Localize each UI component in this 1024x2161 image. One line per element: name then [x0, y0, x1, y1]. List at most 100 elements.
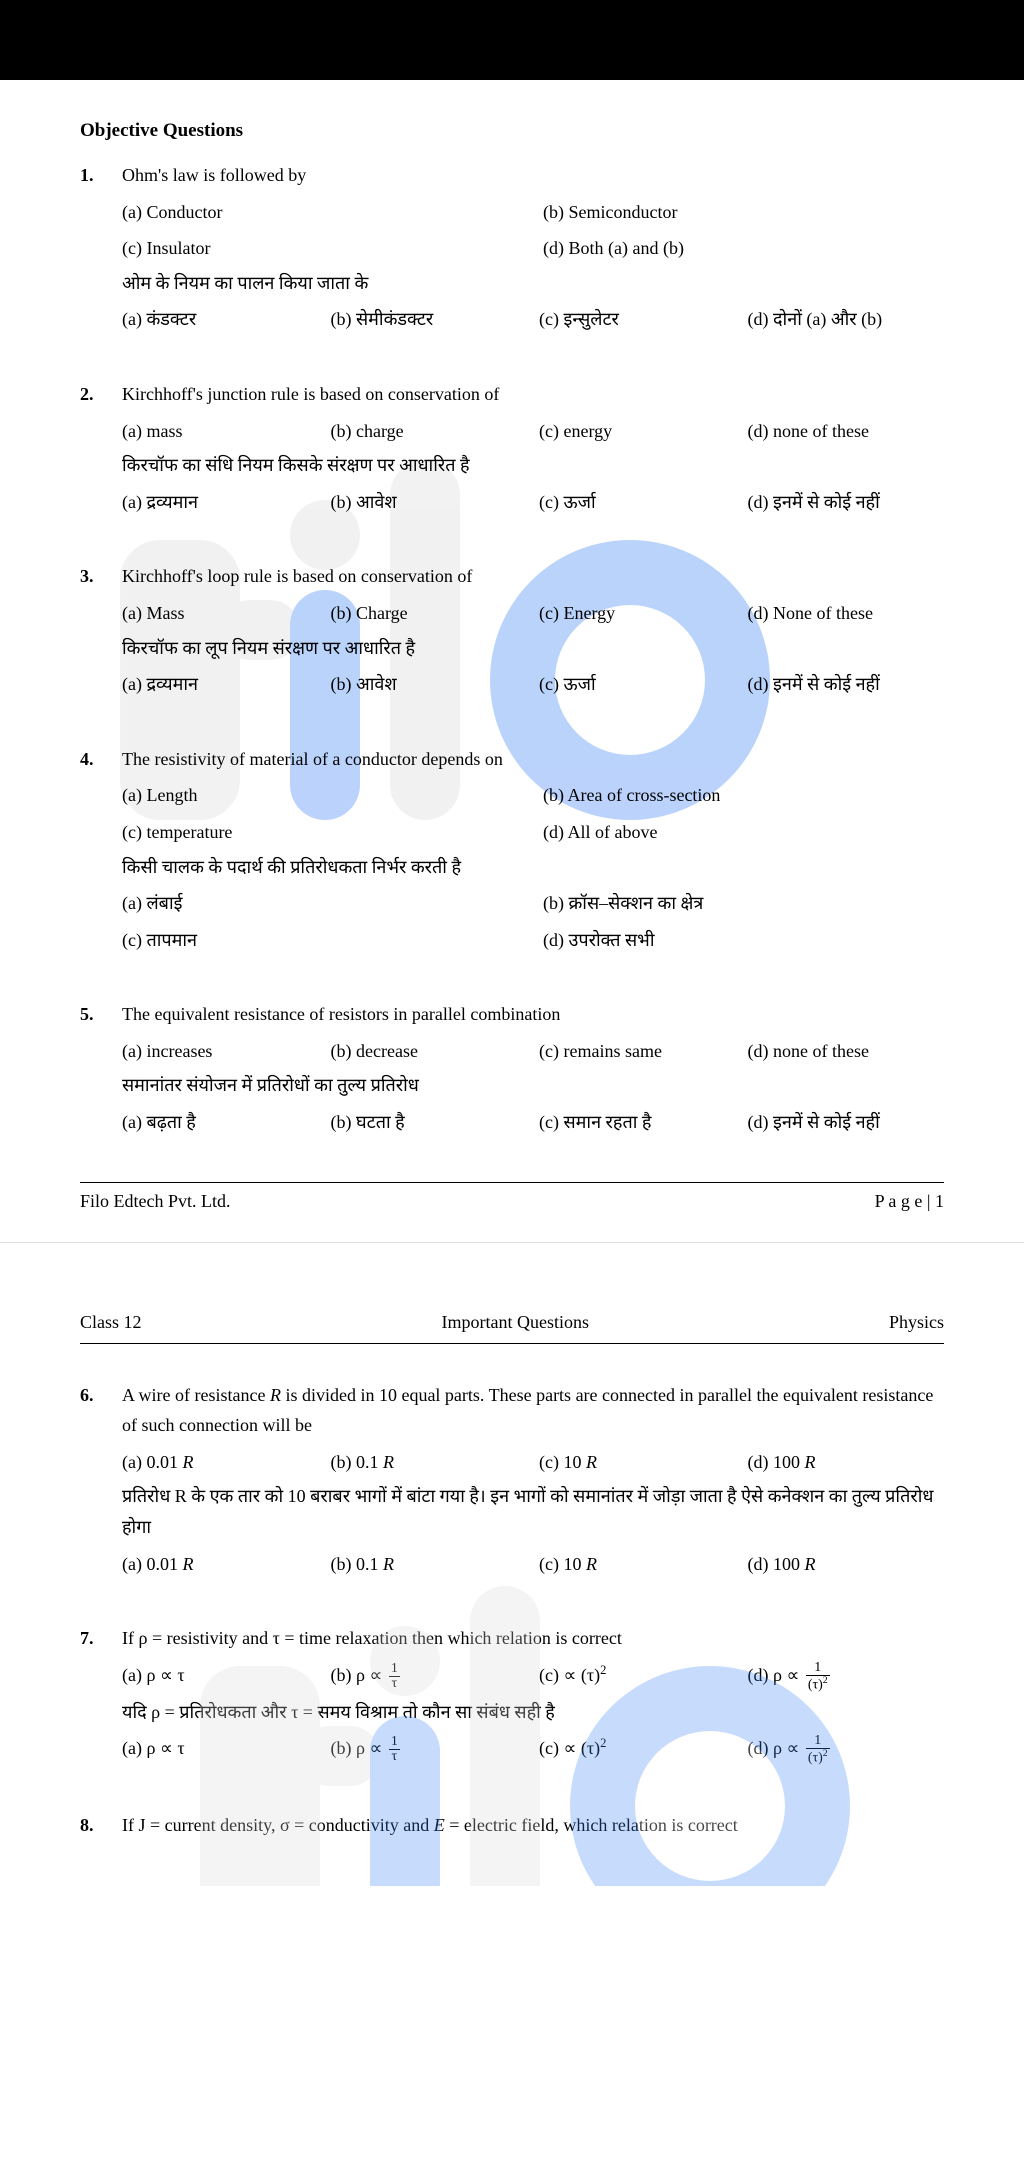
- option: (a) increases: [122, 1036, 319, 1067]
- questions-container: 1.Ohm's law is followed by(a) Conductor(…: [80, 160, 944, 1142]
- header-title: Important Questions: [442, 1312, 589, 1333]
- option: (a) लंबाई: [122, 888, 523, 919]
- option: (b) 0.1 R: [331, 1447, 528, 1478]
- question-text-en: The equivalent resistance of resistors i…: [122, 999, 944, 1030]
- option: (b) ρ ∝ 1τ: [331, 1733, 528, 1766]
- option: (d) 100 R: [748, 1549, 945, 1580]
- question-text-hi: यदि ρ = प्रतिरोधकता और τ = समय विश्राम त…: [122, 1697, 944, 1728]
- question-text-en: The resistivity of material of a conduct…: [122, 744, 944, 775]
- question-text-hi: प्रतिरोध R के एक तार को 10 बराबर भागों म…: [122, 1481, 944, 1542]
- question: 3.Kirchhoff's loop rule is based on cons…: [80, 561, 944, 703]
- options-row: (a) 0.01 R (b) 0.1 R (c) 10 R (d) 100 R: [122, 1549, 944, 1580]
- question-number: 6.: [80, 1380, 122, 1584]
- question-number: 4.: [80, 744, 122, 960]
- option: (d) none of these: [748, 1036, 945, 1067]
- question-text-en: Ohm's law is followed by: [122, 160, 944, 191]
- options-row: (a) Length (b) Area of cross-section (c) t…: [122, 780, 944, 847]
- question: 1.Ohm's law is followed by(a) Conductor(…: [80, 160, 944, 339]
- option: (c) इन्सुलेटर: [539, 304, 736, 335]
- option: (a) द्रव्यमान: [122, 487, 319, 518]
- option: (d) इनमें से कोई नहीं: [748, 669, 945, 700]
- option: (c) ∝ (τ)2: [539, 1733, 736, 1766]
- option: (a) 0.01 R: [122, 1447, 319, 1478]
- top-black-bar: [0, 0, 1024, 80]
- options-row: (a) कंडक्टर (b) सेमीकंडक्टर (c) इन्सुलेटर (…: [122, 304, 944, 335]
- option: (a) mass: [122, 416, 319, 447]
- option: (c) remains same: [539, 1036, 736, 1067]
- options-row: (a) लंबाई(b) क्रॉस–सेक्शन का क्षेत्र(c) …: [122, 888, 944, 955]
- question: 6.A wire of resistance R is divided in 1…: [80, 1380, 944, 1584]
- question-text-hi: किरचॉफ का लूप नियम संरक्षण पर आधारित है: [122, 633, 944, 664]
- options-row: (a) increases (b) decrease (c) remains sam…: [122, 1036, 944, 1067]
- question-number: 5.: [80, 999, 122, 1141]
- question-text-hi: किसी चालक के पदार्थ की प्रतिरोधकता निर्भ…: [122, 852, 944, 883]
- option: (d) None of these: [748, 598, 945, 629]
- option: (a) Conductor: [122, 197, 523, 228]
- option: (b) आवेश: [331, 669, 528, 700]
- option: (a) Mass: [122, 598, 319, 629]
- option: (b) Semiconductor: [543, 197, 944, 228]
- option: (d) इनमें से कोई नहीं: [748, 487, 945, 518]
- option: (b) decrease: [331, 1036, 528, 1067]
- question: 7.If ρ = resistivity and τ = time relaxa…: [80, 1623, 944, 1770]
- option: (d) Both (a) and (b): [543, 233, 944, 264]
- question-text-en: Kirchhoff's loop rule is based on conser…: [122, 561, 944, 592]
- option: (c) 10 R: [539, 1447, 736, 1478]
- option: (c) तापमान: [122, 925, 523, 956]
- option: (c) energy: [539, 416, 736, 447]
- option: (b) charge: [331, 416, 528, 447]
- question-number: 2.: [80, 379, 122, 521]
- option: (a) ρ ∝ τ: [122, 1733, 319, 1766]
- page-footer: Filo Edtech Pvt. Ltd. P a g e | 1: [80, 1182, 944, 1212]
- option: (a) ρ ∝ τ: [122, 1660, 319, 1693]
- question-number: 8.: [80, 1810, 122, 1847]
- option: (b) सेमीकंडक्टर: [331, 304, 528, 335]
- option: (b) ρ ∝ 1τ: [331, 1660, 528, 1693]
- question: 4.The resistivity of material of a condu…: [80, 744, 944, 960]
- question: 8.If J = current density, σ = conductivi…: [80, 1810, 944, 1847]
- option: (d) दोनों (a) और (b): [748, 304, 945, 335]
- options-row: (a) द्रव्यमान (b) आवेश (c) ऊर्जा (d) इनमें …: [122, 487, 944, 518]
- question-text-en: Kirchhoff's junction rule is based on co…: [122, 379, 944, 410]
- option: (c) ऊर्जा: [539, 487, 736, 518]
- option: (b) 0.1 R: [331, 1549, 528, 1580]
- option: (d) ρ ∝ 1(τ)2: [748, 1733, 945, 1766]
- question-text-en: A wire of resistance R is divided in 10 …: [122, 1380, 944, 1441]
- option: (d) इनमें से कोई नहीं: [748, 1107, 945, 1138]
- page2-header: Class 12 Important Questions Physics: [80, 1312, 944, 1344]
- option: (a) Length: [122, 780, 523, 811]
- page-gap: [0, 1242, 1024, 1312]
- option: (a) कंडक्टर: [122, 304, 319, 335]
- option: (b) Area of cross-section: [543, 780, 944, 811]
- page-1: Objective Questions 1.Ohm's law is follo…: [0, 80, 1024, 1916]
- question-number: 7.: [80, 1623, 122, 1770]
- option: (d) ρ ∝ 1(τ)2: [748, 1660, 945, 1693]
- option: (c) temperature: [122, 817, 523, 848]
- options-row: (a) mass (b) charge (c) energy (d) none of …: [122, 416, 944, 447]
- option: (c) Insulator: [122, 233, 523, 264]
- option: (d) उपरोक्त सभी: [543, 925, 944, 956]
- options-row: (a) Mass (b) Charge (c) Energy (d) None of …: [122, 598, 944, 629]
- questions2-container: 6.A wire of resistance R is divided in 1…: [80, 1380, 944, 1847]
- option: (b) Charge: [331, 598, 528, 629]
- question: 5.The equivalent resistance of resistors…: [80, 999, 944, 1141]
- option: (c) Energy: [539, 598, 736, 629]
- option: (c) ∝ (τ)2: [539, 1660, 736, 1693]
- option: (a) 0.01 R: [122, 1549, 319, 1580]
- option: (a) द्रव्यमान: [122, 669, 319, 700]
- question-text-hi: ओम के नियम का पालन किया जाता के: [122, 268, 944, 299]
- header-subject: Physics: [889, 1312, 944, 1333]
- section-title: Objective Questions: [80, 120, 944, 142]
- option: (a) बढ़ता है: [122, 1107, 319, 1138]
- question: 2.Kirchhoff's junction rule is based on …: [80, 379, 944, 521]
- options-row: (a) 0.01 R (b) 0.1 R (c) 10 R (d) 100 R: [122, 1447, 944, 1478]
- option: (c) समान रहता है: [539, 1107, 736, 1138]
- option: (b) आवेश: [331, 487, 528, 518]
- options-row: (a) द्रव्यमान(b) आवेश(c) ऊर्जा(d) इनमें …: [122, 669, 944, 700]
- options-row: (a) बढ़ता है(b) घटता है(c) समान रहता है(…: [122, 1107, 944, 1138]
- option: (d) All of above: [543, 817, 944, 848]
- options-row: (a) ρ ∝ τ (b) ρ ∝ 1τ (c) ∝ (τ)2 (d) ρ ∝ 1(τ…: [122, 1660, 944, 1693]
- option: (d) none of these: [748, 416, 945, 447]
- option: (c) 10 R: [539, 1549, 736, 1580]
- option: (d) 100 R: [748, 1447, 945, 1478]
